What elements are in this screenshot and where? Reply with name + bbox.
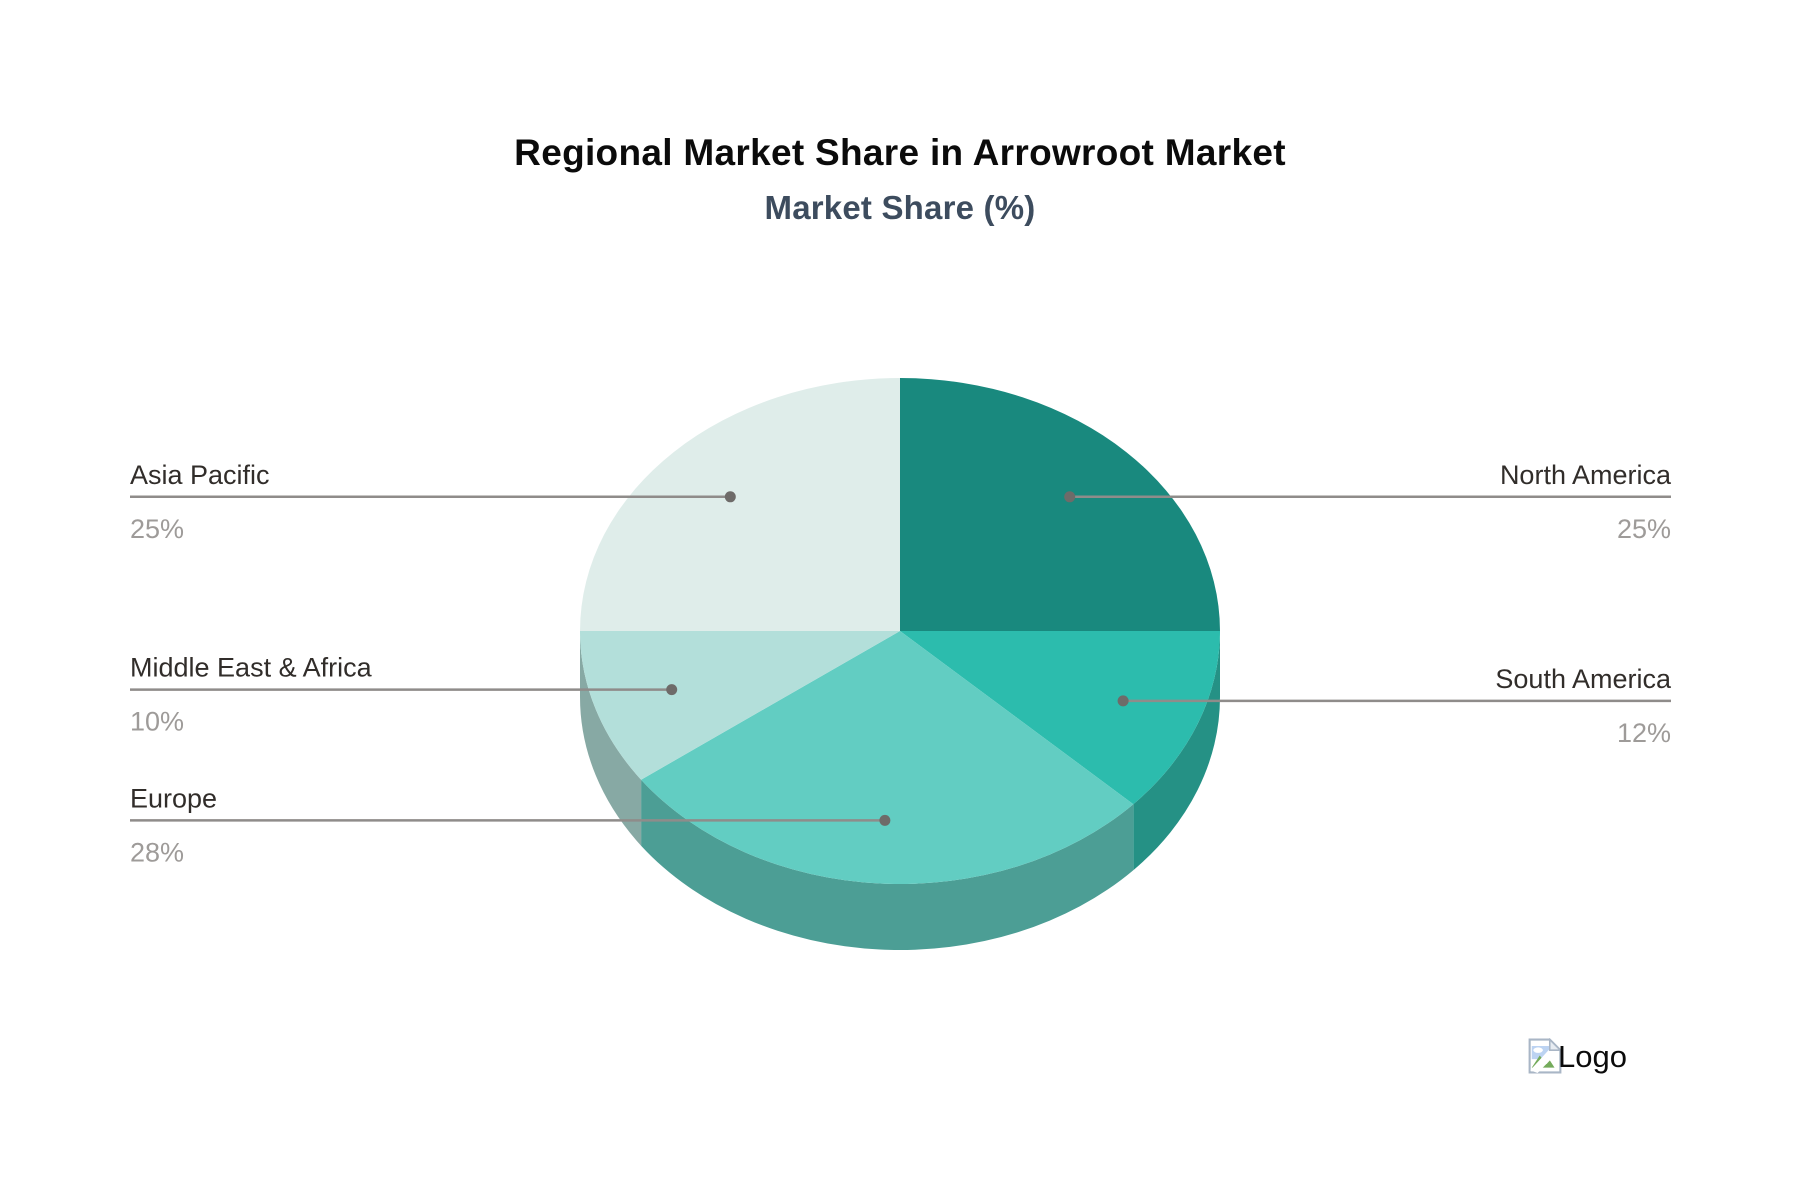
logo-text: Logo <box>1558 1039 1627 1074</box>
pie-slice-south-america[interactable] <box>900 631 1220 805</box>
slice-label-europe: Europe <box>130 783 217 813</box>
slice-value-north-america: 25% <box>1617 514 1671 544</box>
leader-lines <box>130 491 1671 826</box>
pie-side-south-america <box>1133 631 1220 871</box>
pie-side-walls <box>580 631 1220 951</box>
leader-dot-middle-east-africa <box>666 684 678 696</box>
slice-label-north-america: North America <box>1500 460 1672 490</box>
pie-slice-asia-pacific[interactable] <box>580 378 900 631</box>
slice-labels: North America 25% South America 12% Europe 28… <box>130 460 1672 868</box>
slice-label-middle-east-africa: Middle East & Africa <box>130 653 373 683</box>
slice-value-south-america: 12% <box>1617 718 1671 748</box>
leader-dot-north-america <box>1064 491 1076 503</box>
slice-value-europe: 28% <box>130 837 184 867</box>
slice-value-asia-pacific: 25% <box>130 514 184 544</box>
pie-side-middle-east-africa <box>580 631 642 846</box>
slice-value-middle-east-africa: 10% <box>130 707 184 737</box>
leader-dot-south-america <box>1117 695 1129 707</box>
broken-image-icon <box>1528 1038 1562 1074</box>
slice-label-south-america: South America <box>1495 664 1672 694</box>
leader-dot-asia-pacific <box>724 491 736 503</box>
pie-side-europe <box>641 779 1134 951</box>
leader-dot-europe <box>879 814 891 826</box>
logo: Logo <box>1528 1038 1627 1074</box>
chart-title: Regional Market Share in Arrowroot Marke… <box>514 132 1286 173</box>
pie-top-faces <box>580 378 1220 885</box>
pie-slice-north-america[interactable] <box>900 378 1220 631</box>
pie-slice-middle-east-africa[interactable] <box>580 631 900 780</box>
slice-label-asia-pacific: Asia Pacific <box>130 460 270 490</box>
chart-subtitle: Market Share (%) <box>764 189 1036 226</box>
